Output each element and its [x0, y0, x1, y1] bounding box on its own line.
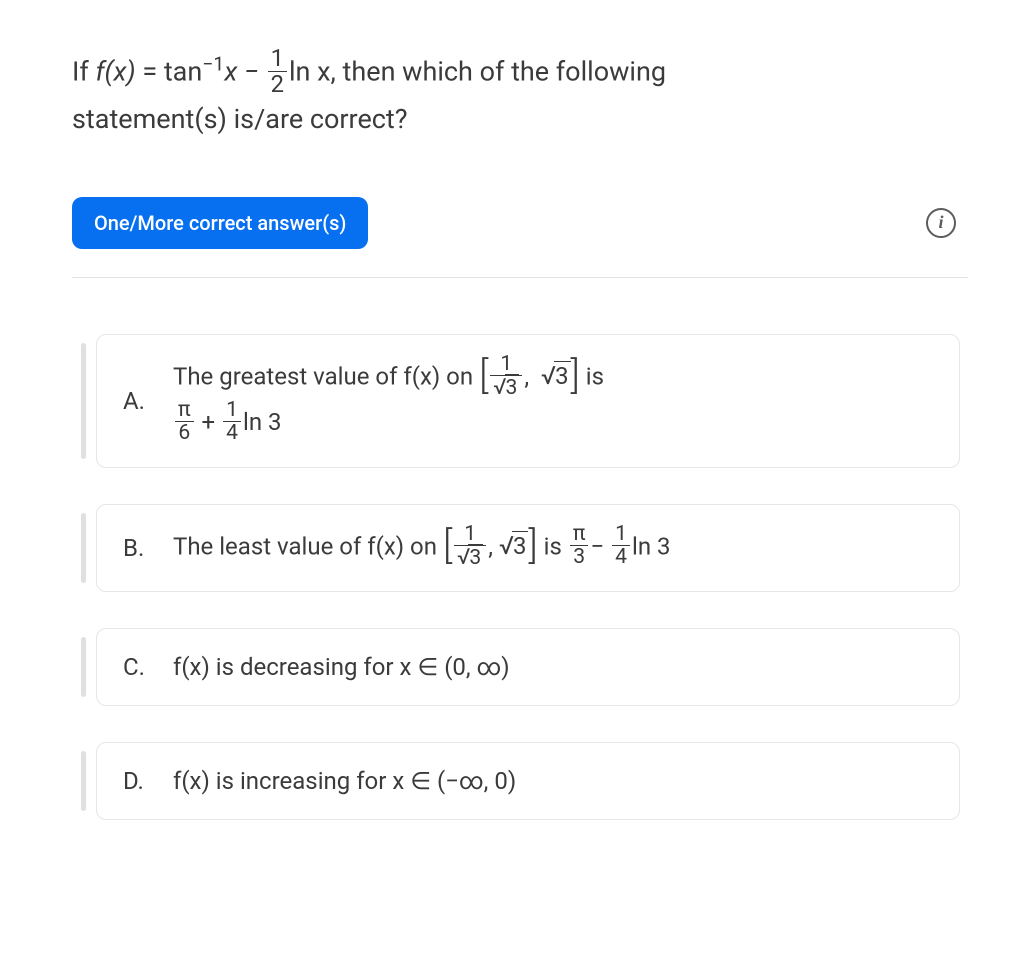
answer-type-badge: One/More correct answer(s) — [72, 197, 368, 249]
q-prefix: If — [72, 56, 95, 88]
a-t3: is — [580, 362, 604, 390]
a-f3d: 4 — [223, 421, 241, 444]
c-t: is decreasing for — [210, 653, 400, 681]
a-f1: 13 — [490, 353, 522, 399]
option-letter: D. — [123, 767, 147, 795]
a-f2n: π — [175, 399, 194, 421]
a-fx: f(x) — [403, 362, 440, 390]
c-xin: x ∈ (0, ∞) — [400, 653, 510, 681]
option-c[interactable]: C. f(x) is decreasing for x ∈ (0, ∞) — [96, 628, 960, 706]
a-plus: + — [196, 408, 222, 436]
q-frac-num: 1 — [268, 46, 287, 71]
b-f2n: π — [570, 523, 589, 545]
option-body: f(x) is increasing for x ∈ (−∞, 0) — [173, 763, 516, 799]
b-t3: is — [538, 532, 568, 560]
q-xminus: x − — [224, 56, 265, 88]
d-t: is increasing for — [210, 767, 393, 795]
q-lnx: ln x — [289, 56, 331, 88]
b-t1: The least value of — [173, 532, 367, 560]
q-suffix1: , then which of the following — [331, 56, 667, 88]
b-sqrt: 3 — [499, 528, 529, 566]
q-line2: statement(s) is/are correct? — [72, 103, 407, 135]
b-f3d: 4 — [612, 545, 630, 568]
a-f1n: 1 — [490, 353, 522, 375]
b-f1d: 3 — [454, 545, 486, 569]
a-f2d: 6 — [175, 421, 194, 444]
b-f3: 14 — [612, 523, 630, 568]
b-fx: f(x) — [367, 532, 404, 560]
b-f2: π3 — [570, 523, 589, 568]
divider — [72, 277, 968, 278]
a-t2: on — [440, 362, 479, 390]
b-f1: 13 — [454, 523, 486, 569]
b-comma: , — [488, 532, 499, 560]
d-fx: f(x) — [173, 767, 210, 795]
option-d[interactable]: D. f(x) is increasing for x ∈ (−∞, 0) — [96, 742, 960, 820]
b-ln3: ln 3 — [632, 532, 671, 560]
option-body: The least value of f(x) on [13, 3] is π3… — [173, 525, 671, 571]
option-a[interactable]: A. The greatest value of f(x) on [13, 3]… — [96, 334, 960, 468]
a-ln3: ln 3 — [243, 408, 282, 436]
b-f3n: 1 — [612, 523, 630, 545]
a-f3: 14 — [223, 399, 241, 444]
option-letter: C. — [123, 653, 147, 681]
option-letter: B. — [123, 534, 147, 562]
d-xin: x ∈ (−∞, 0) — [392, 767, 516, 795]
a-f2: π6 — [175, 399, 194, 444]
b-minus: − — [590, 532, 610, 560]
q-fx: f(x) — [95, 56, 135, 88]
q-frac-den: 2 — [268, 71, 287, 97]
a-t1: The greatest value of — [173, 362, 403, 390]
a-comma: , — [524, 362, 535, 390]
a-f1d: 3 — [490, 375, 522, 399]
option-letter: A. — [123, 387, 147, 415]
q-frac: 12 — [268, 46, 287, 97]
option-body: f(x) is decreasing for x ∈ (0, ∞) — [173, 649, 510, 685]
b-t2: on — [404, 532, 443, 560]
c-fx: f(x) — [173, 653, 210, 681]
option-body: The greatest value of f(x) on [13, 3] is… — [173, 355, 604, 447]
a-sqrt: 3 — [541, 358, 571, 396]
q-sup: −1 — [202, 53, 224, 76]
q-eq: = tan — [136, 56, 203, 88]
b-f1n: 1 — [454, 523, 486, 545]
info-icon[interactable]: i — [926, 208, 956, 238]
options-list: A. The greatest value of f(x) on [13, 3]… — [72, 334, 968, 820]
b-f2d: 3 — [570, 545, 589, 568]
question-text: If f(x) = tan−1x − 12ln x, then which of… — [72, 48, 968, 141]
info-glyph: i — [938, 212, 943, 233]
option-b[interactable]: B. The least value of f(x) on [13, 3] is… — [96, 504, 960, 592]
a-f3n: 1 — [223, 399, 241, 421]
